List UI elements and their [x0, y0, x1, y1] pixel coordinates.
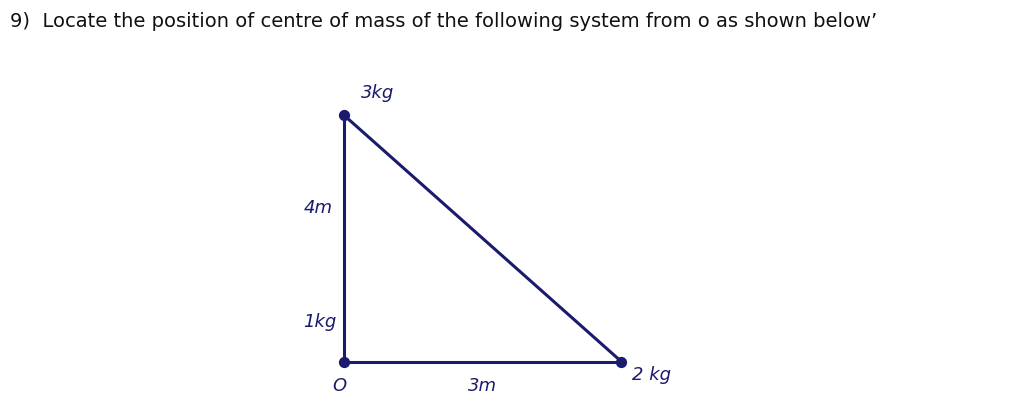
Text: 3kg: 3kg: [360, 84, 394, 102]
Text: 4m: 4m: [304, 199, 333, 217]
Text: 3m: 3m: [468, 377, 498, 395]
Point: [336, 358, 352, 365]
Point: [336, 112, 352, 119]
Text: 9)  Locate the position of centre of mass of the following system from o as show: 9) Locate the position of centre of mass…: [10, 12, 878, 32]
Text: 1kg: 1kg: [303, 312, 337, 331]
Text: O: O: [333, 377, 347, 395]
Text: 2 kg: 2 kg: [633, 366, 672, 384]
Point: [613, 358, 630, 365]
